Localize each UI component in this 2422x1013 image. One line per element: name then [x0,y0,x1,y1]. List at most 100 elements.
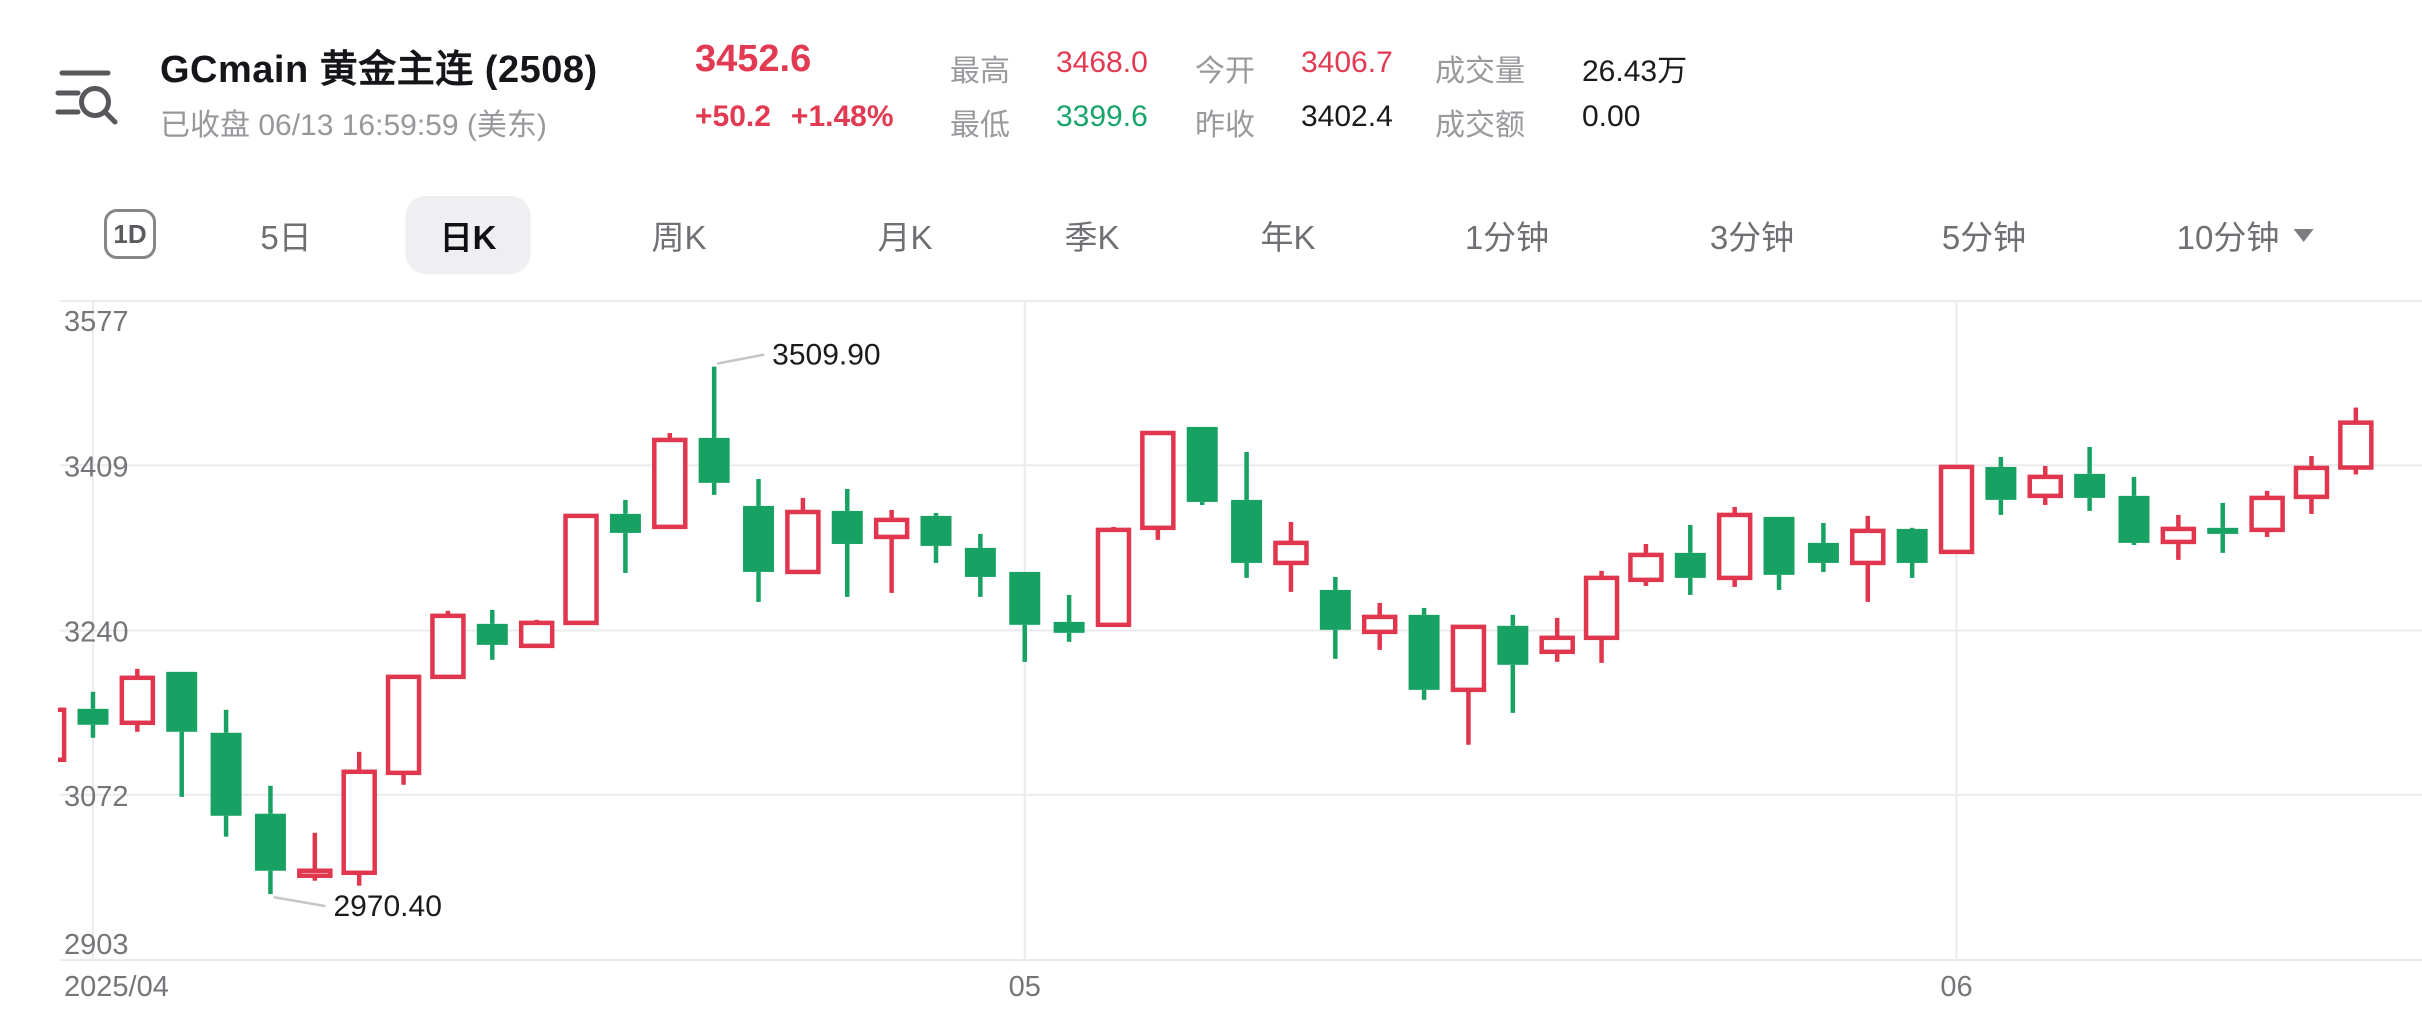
candle [1807,522,1839,572]
candle-body-up [2338,420,2374,470]
annotation-connector [716,353,765,365]
candle [1009,571,1041,662]
candle-body-down [166,671,198,732]
annotations: 3509.90 2970.40 [273,339,881,923]
stat-value: 3468.0 [1056,46,1148,79]
candle [1140,430,1176,540]
tab-月K[interactable]: 月K [843,196,966,274]
candle-body-down [920,515,952,546]
candle-body-up [785,509,821,575]
candle [77,691,109,738]
candle [743,479,775,602]
candle-body-down [77,708,109,725]
watchlist-search-icon[interactable] [52,62,130,132]
candle [1716,506,1753,587]
candle [563,513,599,626]
x-axis-label: 05 [1009,971,1041,1003]
tab-label: 5分钟 [1941,219,2027,256]
candle-body-down [964,547,996,577]
candle [1231,451,1263,578]
candle [1850,515,1886,602]
candle-body-up [119,675,156,726]
candle [609,499,641,573]
candle-body-up [518,620,555,649]
candle-body-up [2160,526,2197,545]
grid-lines [60,300,2422,961]
candle [785,497,821,575]
range-1d-button[interactable]: 1D [104,209,156,259]
candle [2074,446,2106,511]
tab-季K[interactable]: 季K [1030,196,1153,274]
candle-body-down [1231,499,1263,563]
candle [1319,576,1351,659]
candle-body-down [831,510,863,544]
candle [698,366,730,495]
candle-body-up [1539,635,1575,655]
candle [2293,455,2330,514]
price-change-line: +50.2 +1.48% [695,100,894,134]
axis-labels: 3577 3409 3240 3072 2903 2025/04 05 06 [64,306,1973,1003]
annotation-price-label: 2970.40 [333,890,441,923]
candle [1985,456,2017,515]
candle-body-down [476,623,508,645]
candle [476,609,508,660]
y-axis-label: 3577 [64,306,129,338]
tab-label: 5日 [260,219,312,256]
stat-value: 3406.7 [1301,46,1393,79]
stat-value: 26.43万 [1582,55,1688,88]
candle [1273,521,1309,592]
candle-body-up [1361,614,1398,635]
candle [2027,465,2063,505]
candle [1497,614,1529,713]
candle [2118,476,2150,545]
tab-日K[interactable]: 日K [405,196,531,274]
candle-body-up [1273,540,1309,566]
candle-body-up [1628,552,1664,583]
stat-label: 最低 [950,109,1010,142]
candle-body-up [385,674,422,776]
candle-body-up [297,868,333,878]
candle [518,619,555,649]
candle-body-down [1408,614,1440,690]
tab-label: 年K [1260,219,1316,256]
tab-label: 周K [651,219,707,256]
candle [254,785,286,895]
tab-5日[interactable]: 5日 [226,196,345,274]
tab-周K[interactable]: 周K [617,196,740,274]
candles [58,366,2374,895]
tab-10分钟[interactable]: 10分钟 [2143,196,2348,274]
stat-value: 3399.6 [1056,100,1148,133]
tab-年K[interactable]: 年K [1226,196,1349,274]
candle [385,674,422,785]
candle [1583,570,1620,663]
candle [1896,527,1928,578]
tab-5分钟[interactable]: 5分钟 [1908,196,2060,274]
stat-label: 成交量 [1435,55,1525,88]
candle [652,432,688,530]
tab-label: 月K [877,219,933,256]
candle-body-up [430,613,466,680]
candle-body-up [58,707,67,763]
candle [341,751,377,886]
candle-body-down [698,437,730,483]
candle [1628,543,1664,586]
candle [1763,516,1795,590]
candle [297,832,333,881]
annotation-price-label: 3509.90 [772,339,880,372]
tab-3分钟[interactable]: 3分钟 [1676,196,1828,274]
candle [1361,602,1398,650]
candle-body-down [743,505,775,572]
candle [1408,607,1440,700]
candle-body-up [1140,430,1176,531]
y-axis-label: 3072 [64,781,129,813]
stat-value: 3402.4 [1301,100,1393,133]
tab-1分钟[interactable]: 1分钟 [1431,196,1583,274]
candle [1539,617,1575,662]
candle [430,610,466,680]
tab-label: 10分钟 [2176,219,2280,256]
tab-label: 日K [439,219,497,256]
candle [920,512,952,563]
candle-body-down [210,732,242,816]
candle [964,533,996,597]
